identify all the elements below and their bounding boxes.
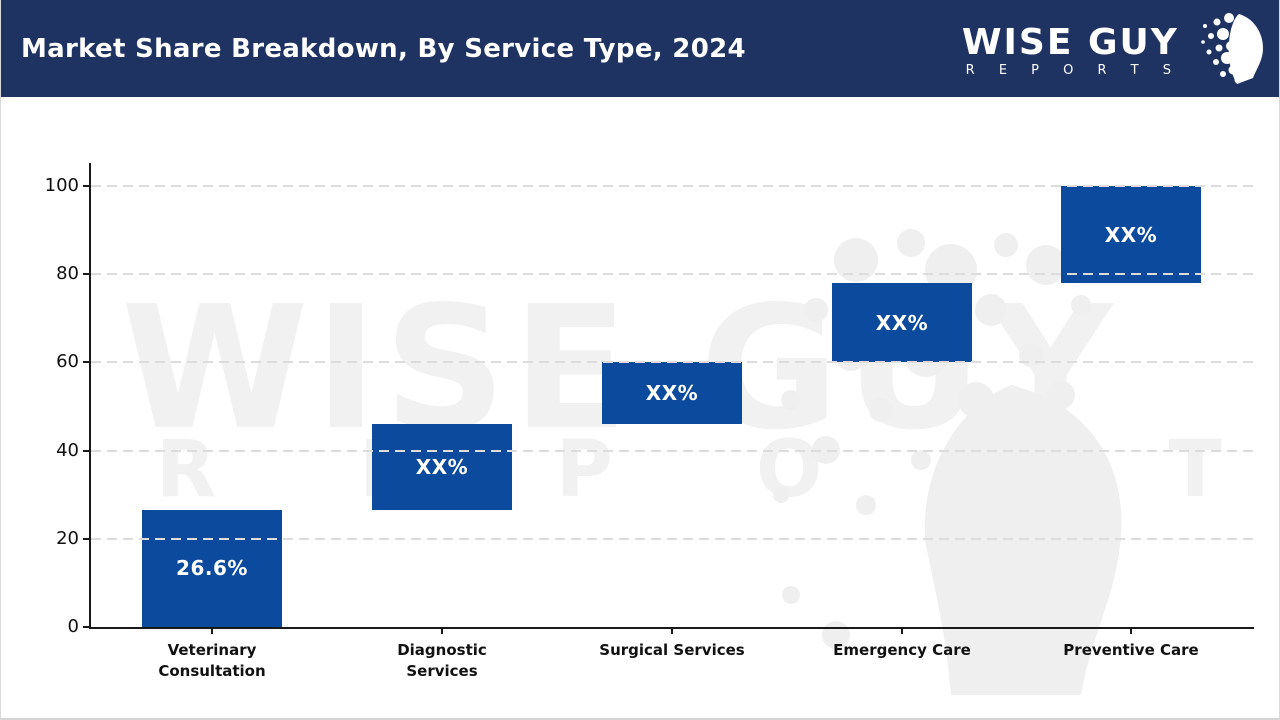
bar-value-label: 26.6% — [176, 556, 248, 581]
watermark-text-secondary: R E P O R T S — [156, 425, 1280, 515]
chart-bar-segment: XX% — [602, 362, 742, 425]
brand-logo: WISE GUY R E P O R T S — [960, 8, 1267, 94]
y-gridline — [91, 537, 1254, 540]
y-axis-tick-mark — [83, 361, 91, 364]
x-axis-category-label: Veterinary Consultation — [158, 641, 266, 680]
x-axis-category-label: Surgical Services — [599, 641, 745, 659]
y-axis-tick-mark — [83, 185, 91, 187]
y-axis-tick-mark — [83, 626, 91, 628]
y-axis-tick-label: 40 — [56, 439, 79, 461]
brand-logo-text: WISE GUY R E P O R T S — [960, 21, 1181, 79]
brand-name: WISE GUY — [961, 21, 1179, 63]
chart-bar-segment: XX% — [1061, 186, 1201, 284]
chart-bar-segment: XX% — [372, 424, 512, 510]
x-axis-tick-mark — [671, 627, 673, 634]
page-title: Market Share Breakdown, By Service Type,… — [21, 33, 746, 64]
bar-value-label: XX% — [645, 381, 699, 406]
y-axis-tick-mark — [83, 449, 91, 452]
y-axis-tick-mark — [83, 537, 91, 540]
y-axis-tick-label: 60 — [56, 351, 79, 373]
y-axis-tick-label: 100 — [44, 175, 79, 196]
chart-bar-segment: 26.6% — [142, 509, 282, 627]
x-axis-tick-mark — [901, 627, 903, 634]
x-axis-line — [89, 627, 1254, 629]
x-axis-tick-mark — [1130, 627, 1132, 634]
x-axis-category-label: Diagnostic Services — [397, 641, 487, 680]
y-axis-tick-mark — [83, 273, 91, 276]
y-gridline — [91, 361, 1254, 364]
x-axis-tick-mark — [211, 627, 213, 634]
y-gridline — [91, 273, 1254, 276]
bar-value-label: XX% — [875, 310, 929, 335]
brand-subname: R E P O R T S — [965, 63, 1181, 79]
y-axis-tick-label: 0 — [67, 616, 79, 637]
x-axis-category-label: Preventive Care — [1063, 641, 1199, 659]
y-gridline — [91, 185, 1254, 187]
y-axis-line — [89, 163, 91, 629]
x-axis-category-label: Emergency Care — [833, 641, 971, 659]
header-bar: Market Share Breakdown, By Service Type,… — [1, 0, 1279, 97]
y-axis-tick-label: 20 — [56, 527, 79, 549]
bar-value-label: XX% — [1104, 222, 1158, 247]
bar-value-label: XX% — [415, 454, 469, 479]
face-profile-dots-icon — [1183, 8, 1267, 94]
y-axis-tick-label: 80 — [56, 263, 79, 285]
x-axis-tick-mark — [441, 627, 443, 634]
chart-bar-segment: XX% — [832, 283, 972, 363]
y-gridline — [91, 449, 1254, 452]
